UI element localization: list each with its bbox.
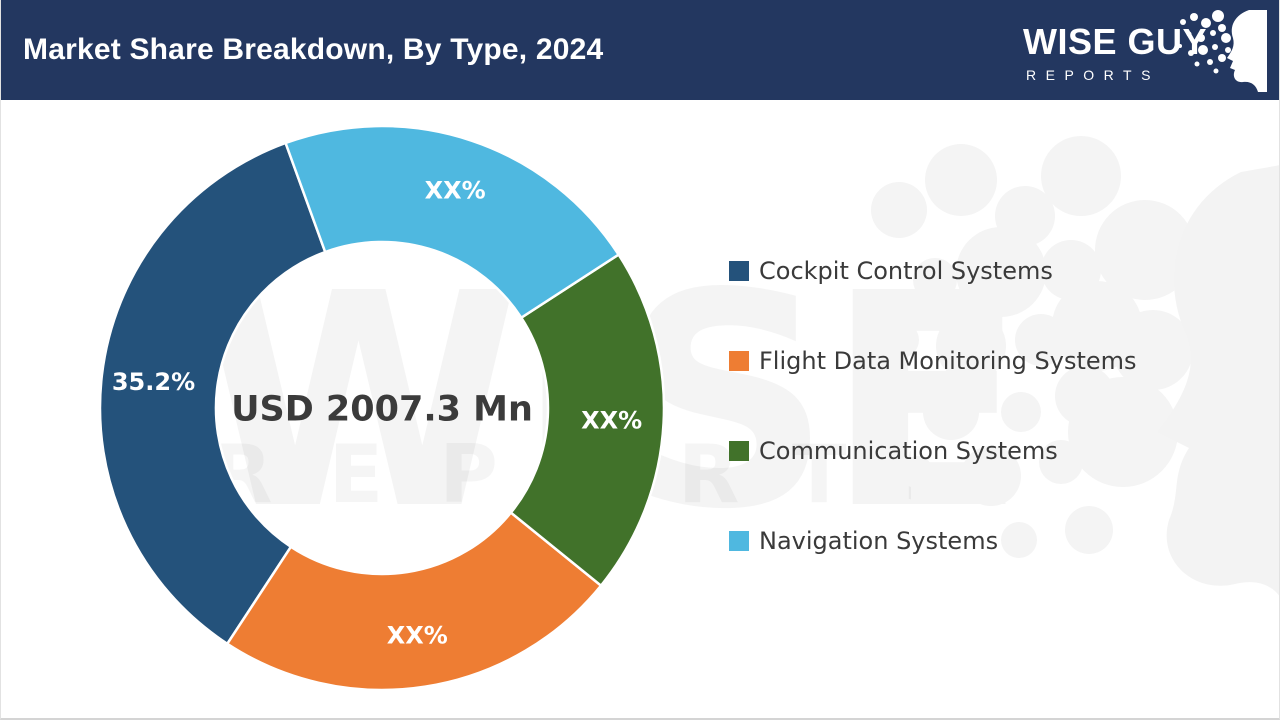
logo-dots (1178, 10, 1231, 74)
wise-guy-reports-logo: WISE GUY REPORTS (1023, 10, 1267, 92)
legend-item-label: Navigation Systems (759, 527, 999, 555)
legend-item-label: Communication Systems (759, 437, 1058, 465)
logo-face-icon (1227, 10, 1267, 92)
legend-item-communication-systems: Communication Systems (729, 437, 1137, 465)
legend-item-label: Cockpit Control Systems (759, 257, 1053, 285)
donut-chart: 35.2% XX% XX% XX% USD 2007.3 Mn (98, 124, 666, 692)
logo-subtitle: REPORTS (1026, 67, 1160, 83)
logo-wordmark: WISE GUY (1023, 21, 1207, 62)
donut-segment-communication-systems (509, 252, 666, 588)
donut-segment-cockpit-control-systems (98, 141, 327, 646)
segment-value-label: 35.2% (112, 368, 195, 396)
legend-item-cockpit-control-systems: Cockpit Control Systems (729, 257, 1137, 285)
segment-value-label: XX% (581, 407, 642, 435)
legend-swatch-icon (729, 261, 749, 281)
legend-item-navigation-systems: Navigation Systems (729, 527, 1137, 555)
donut-segment-flight-data-monitoring-systems (225, 510, 603, 692)
chart-legend: Cockpit Control Systems Flight Data Moni… (729, 257, 1137, 555)
segment-value-label: XX% (387, 622, 448, 650)
page-title: Market Share Breakdown, By Type, 2024 (23, 33, 604, 66)
donut-center-value: USD 2007.3 Mn (231, 389, 533, 429)
legend-swatch-icon (729, 531, 749, 551)
header-bar: Market Share Breakdown, By Type, 2024 WI… (1, 0, 1279, 100)
legend-swatch-icon (729, 441, 749, 461)
legend-item-flight-data-monitoring-systems: Flight Data Monitoring Systems (729, 347, 1137, 375)
segment-value-label: XX% (425, 176, 486, 204)
donut-segments (98, 124, 666, 692)
legend-swatch-icon (729, 351, 749, 371)
legend-item-label: Flight Data Monitoring Systems (759, 347, 1137, 375)
donut-segment-navigation-systems (283, 124, 621, 320)
donut-segment-labels: 35.2% XX% XX% XX% (112, 176, 642, 649)
